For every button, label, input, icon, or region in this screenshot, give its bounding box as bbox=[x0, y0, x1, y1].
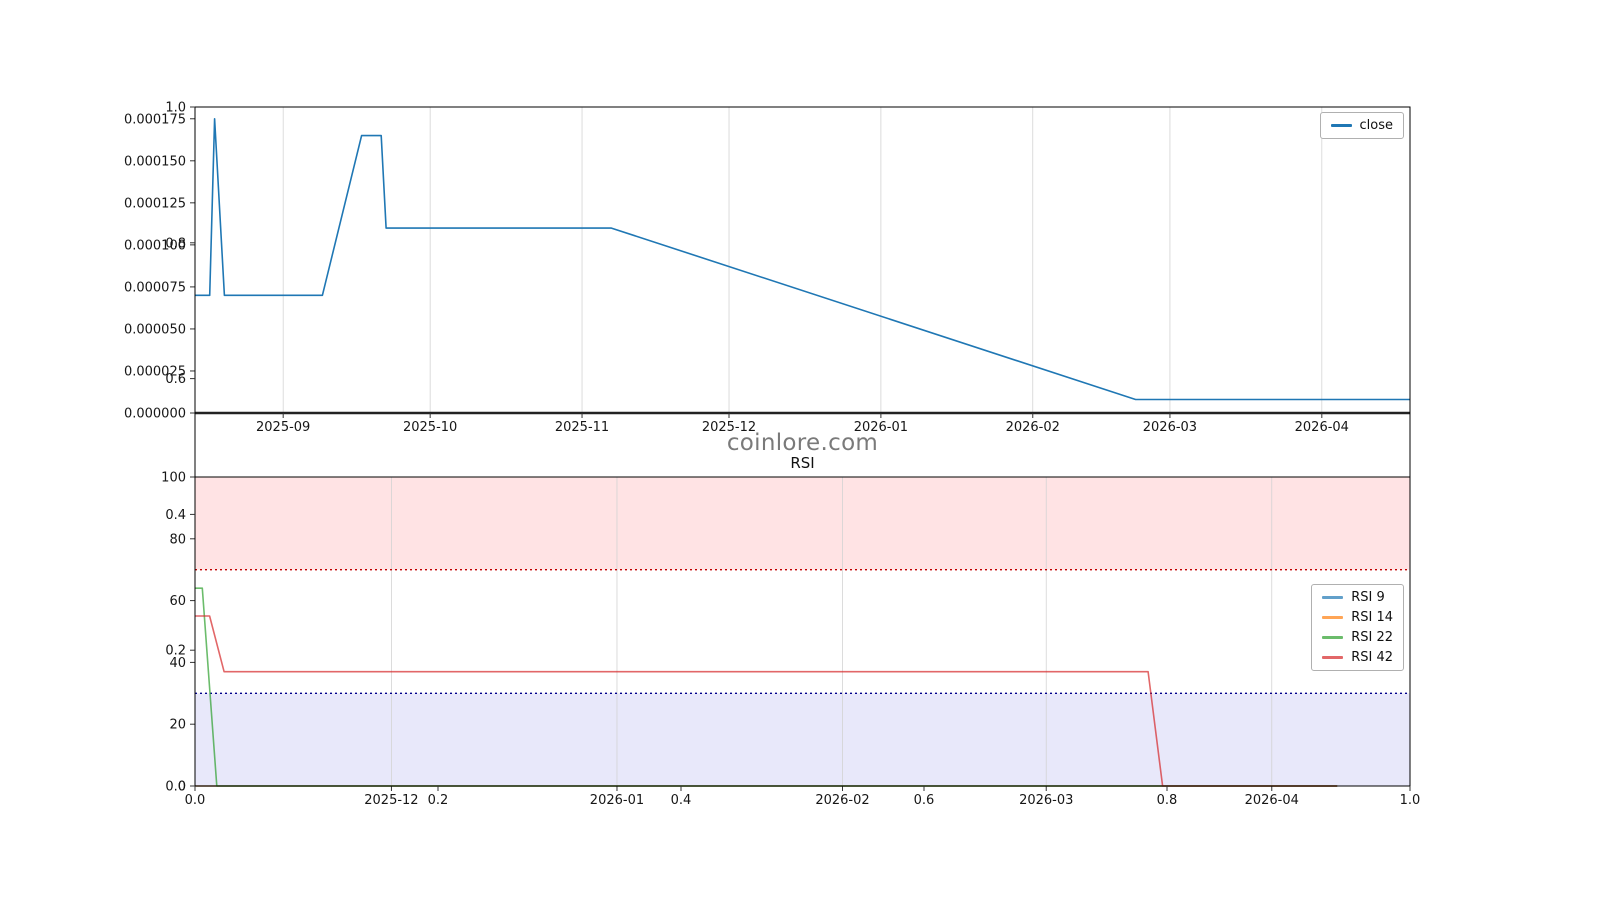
y-tick-label: 0 bbox=[178, 780, 186, 795]
price-legend: close bbox=[1319, 112, 1404, 139]
legend-item-rsi-9: RSI 9 bbox=[1322, 590, 1393, 605]
y-tick-label: 80 bbox=[169, 532, 186, 547]
x-tick-label: 2025-12 bbox=[364, 793, 418, 808]
overlay-y-tick-label: 0.8 bbox=[165, 236, 186, 251]
x-tick-label: 2025-09 bbox=[256, 420, 310, 435]
x-tick-label: 2026-01 bbox=[590, 793, 644, 808]
x-tick-label: 2026-04 bbox=[1295, 420, 1349, 435]
rsi-panel: 0 20 40 60 80 100 2025-12 2026-01 2026-02 2026-03… bbox=[161, 471, 1411, 808]
legend-label: close bbox=[1359, 118, 1393, 133]
overlay-border bbox=[194, 106, 1411, 787]
overlay-x-tick-label: 0.6 bbox=[914, 793, 935, 808]
legend-item-rsi-14: RSI 14 bbox=[1322, 610, 1393, 625]
y-tick-label: 0.000075 bbox=[124, 280, 186, 295]
y-tick-label: 0.000150 bbox=[124, 154, 186, 169]
legend-line-swatch bbox=[1330, 124, 1352, 127]
overbought-band bbox=[195, 477, 1410, 570]
y-tick-label: 20 bbox=[169, 718, 186, 733]
overlay-x-tick-label: 0.8 bbox=[1157, 793, 1178, 808]
legend-line-swatch bbox=[1322, 656, 1344, 659]
legend-line-swatch bbox=[1322, 636, 1344, 639]
y-tick-label: 100 bbox=[161, 471, 186, 486]
x-tick-label: 2026-03 bbox=[1019, 793, 1073, 808]
overlay-y-tick-label: 0.4 bbox=[165, 508, 186, 523]
y-tick-label: 0.000000 bbox=[124, 407, 186, 422]
x-tick-label: 2026-01 bbox=[854, 420, 908, 435]
overlay-y-tick-label: 0.2 bbox=[165, 644, 186, 659]
x-tick-label: 2025-12 bbox=[702, 420, 756, 435]
y-tick-label: 0.000175 bbox=[124, 112, 186, 127]
overlay-x-tick-label: 1.0 bbox=[1400, 793, 1421, 808]
series-close bbox=[195, 118, 1410, 401]
x-tick-label: 2026-02 bbox=[815, 793, 869, 808]
overlay-y-tick-label: 0.6 bbox=[165, 372, 186, 387]
x-tick-label: 2025-11 bbox=[555, 420, 609, 435]
legend-label: RSI 9 bbox=[1351, 590, 1385, 605]
legend-item-close: close bbox=[1330, 118, 1393, 133]
x-tick-label: 2026-04 bbox=[1245, 793, 1299, 808]
legend-label: RSI 22 bbox=[1351, 630, 1393, 645]
x-tick-label: 2025-10 bbox=[403, 420, 457, 435]
x-tick-label: 2026-03 bbox=[1143, 420, 1197, 435]
panel-border bbox=[194, 106, 1411, 414]
overlay-axis: 1.0 0.8 0.6 0.4 0.2 0.00.0 0.2 0.4 0.6 0.8 1.0 bbox=[165, 101, 1420, 809]
legend-label: RSI 42 bbox=[1351, 650, 1393, 665]
legend-label: RSI 14 bbox=[1351, 610, 1393, 625]
rsi-legend: RSI 9 RSI 14 RSI 22 RSI 42 bbox=[1311, 584, 1404, 671]
y-tick-label: 40 bbox=[169, 656, 186, 671]
legend-line-swatch bbox=[1322, 596, 1344, 599]
overlay-x-tick-label: 0.2 bbox=[428, 793, 449, 808]
overlay-x-tick-label: 0.0 bbox=[185, 793, 206, 808]
watermark: coinlore.com bbox=[726, 430, 879, 456]
x-tick-label: 2026-02 bbox=[1006, 420, 1060, 435]
y-tick-label: 0.000125 bbox=[124, 196, 186, 211]
overlay-x-tick-label: 0.4 bbox=[671, 793, 692, 808]
rsi-panel-title: RSI bbox=[790, 454, 815, 472]
legend-item-rsi-42: RSI 42 bbox=[1322, 650, 1393, 665]
y-tick-label: 0.000100 bbox=[124, 238, 186, 253]
overlay-y-tick-label: 0.0 bbox=[165, 780, 186, 795]
legend-item-rsi-22: RSI 22 bbox=[1322, 630, 1393, 645]
oversold-band bbox=[195, 693, 1410, 786]
y-tick-label: 60 bbox=[169, 594, 186, 609]
overlay-y-tick-label: 1.0 bbox=[165, 101, 186, 116]
legend-line-swatch bbox=[1322, 616, 1344, 619]
y-tick-label: 0.000050 bbox=[124, 322, 186, 337]
y-tick-label: 0.000025 bbox=[124, 364, 186, 379]
price-panel: 0.000000 0.000025 0.000050 0.000075 0.000100… bbox=[124, 106, 1411, 435]
